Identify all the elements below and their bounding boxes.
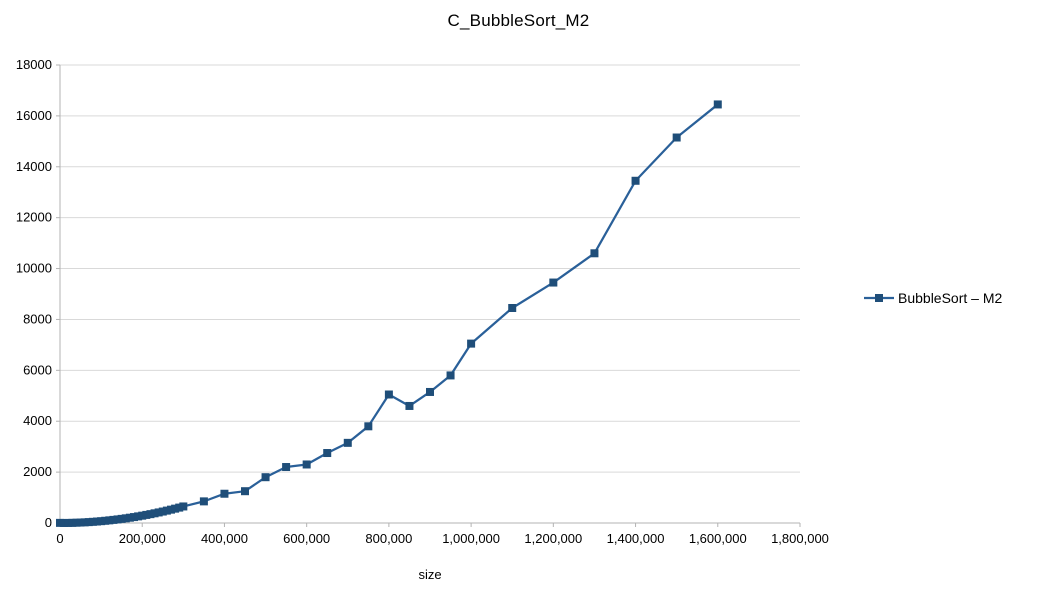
x-axis-title: size [418,567,442,582]
svg-text:200,000: 200,000 [119,531,166,546]
legend-marker-icon [864,294,894,302]
svg-text:1,400,000: 1,400,000 [607,531,665,546]
svg-text:0: 0 [45,515,52,530]
svg-text:16000: 16000 [16,108,52,123]
svg-text:800,000: 800,000 [365,531,412,546]
legend: BubbleSort – M2 [864,290,1002,306]
svg-text:600,000: 600,000 [283,531,330,546]
chart-title: C_BubbleSort_M2 [447,11,590,30]
svg-text:6000: 6000 [23,362,52,377]
svg-text:1,600,000: 1,600,000 [689,531,747,546]
svg-text:14000: 14000 [16,159,52,174]
svg-text:12000: 12000 [16,210,52,225]
svg-text:1,200,000: 1,200,000 [524,531,582,546]
svg-text:8000: 8000 [23,311,52,326]
svg-text:1,000,000: 1,000,000 [442,531,500,546]
svg-text:2000: 2000 [23,464,52,479]
svg-text:1,800,000: 1,800,000 [771,531,829,546]
svg-text:10000: 10000 [16,261,52,276]
svg-text:0: 0 [56,531,63,546]
svg-text:4000: 4000 [23,413,52,428]
svg-text:18000: 18000 [16,57,52,72]
legend-label: BubbleSort – M2 [898,290,1003,306]
svg-text:400,000: 400,000 [201,531,248,546]
